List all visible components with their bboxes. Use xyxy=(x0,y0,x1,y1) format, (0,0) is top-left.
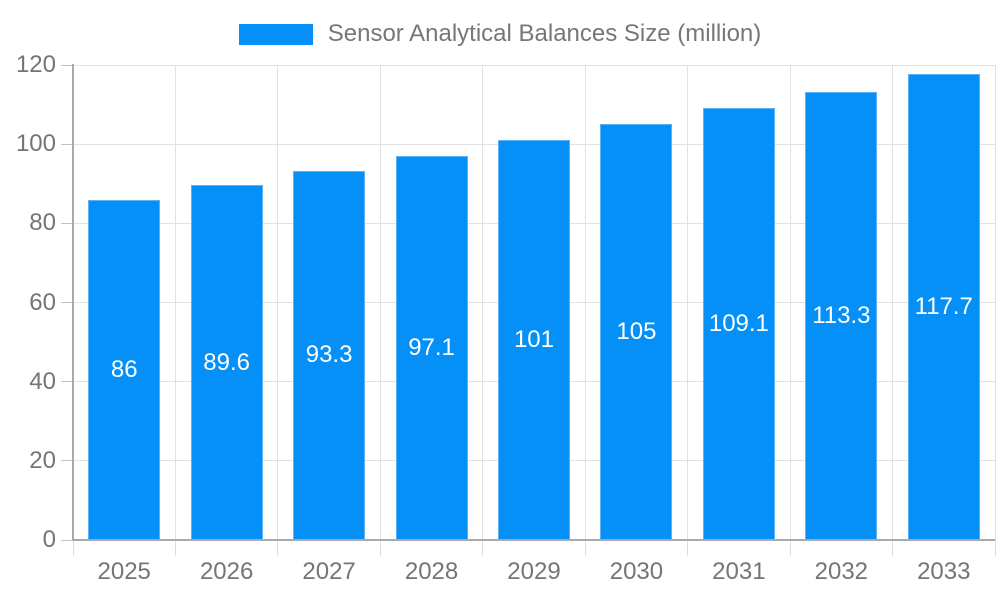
bar[interactable] xyxy=(907,74,980,540)
y-axis-tick xyxy=(61,381,73,383)
y-axis-line xyxy=(72,64,74,540)
x-axis-tick xyxy=(379,540,381,556)
legend-swatch xyxy=(238,23,313,45)
v-gridline xyxy=(379,65,381,540)
v-gridline xyxy=(584,65,586,540)
bar[interactable] xyxy=(805,91,878,540)
bar[interactable] xyxy=(395,155,468,540)
y-axis-label: 100 xyxy=(15,130,56,158)
y-axis-label: 60 xyxy=(29,288,56,316)
v-gridline xyxy=(892,65,894,540)
v-gridline xyxy=(482,65,484,540)
x-axis-label: 2025 xyxy=(97,558,151,585)
x-axis-tick xyxy=(482,540,484,556)
bar-value-label: 109.1 xyxy=(708,310,769,338)
v-gridline xyxy=(277,65,279,540)
bar-value-label: 97.1 xyxy=(408,333,455,361)
x-axis-tick xyxy=(789,540,791,556)
v-gridline xyxy=(174,65,176,540)
bar[interactable] xyxy=(498,140,570,540)
y-axis-label: 80 xyxy=(29,209,56,237)
v-gridline xyxy=(789,65,791,540)
legend-label: Sensor Analytical Balances Size (million… xyxy=(327,20,762,47)
v-gridline xyxy=(994,65,996,540)
x-axis-tick xyxy=(687,540,689,556)
x-axis-label: 2031 xyxy=(712,558,766,585)
bar-value-label: 113.3 xyxy=(812,301,871,329)
x-axis-label: 2028 xyxy=(404,558,459,585)
bar[interactable] xyxy=(600,124,673,540)
y-axis-label: 0 xyxy=(42,526,56,553)
x-axis-tick xyxy=(72,540,74,556)
y-axis-tick xyxy=(61,302,73,303)
bar[interactable] xyxy=(88,199,161,540)
x-axis-label: 2033 xyxy=(917,558,971,585)
x-axis-tick xyxy=(174,540,176,556)
y-axis-label: 120 xyxy=(15,51,56,78)
bar-value-label: 117.7 xyxy=(914,293,973,321)
x-axis-tick xyxy=(584,540,586,556)
x-axis-label: 2026 xyxy=(199,558,254,585)
x-axis-line xyxy=(72,539,995,541)
bar-value-label: 105 xyxy=(616,318,657,346)
legend[interactable]: Sensor Analytical Balances Size (million… xyxy=(0,20,1000,48)
bar-value-label: 89.6 xyxy=(203,348,251,376)
bar[interactable] xyxy=(293,170,366,540)
bar-value-label: 86 xyxy=(110,355,138,383)
x-axis-label: 2032 xyxy=(814,558,869,585)
bar[interactable] xyxy=(190,185,263,540)
y-axis-tick xyxy=(61,460,73,462)
y-axis-label: 20 xyxy=(29,446,56,474)
y-axis-tick xyxy=(61,64,73,66)
x-axis-label: 2029 xyxy=(507,558,561,585)
x-axis-label: 2027 xyxy=(302,558,356,585)
bar-value-label: 93.3 xyxy=(305,341,353,369)
y-axis-tick xyxy=(61,539,73,541)
h-gridline xyxy=(73,64,995,66)
y-axis-label: 40 xyxy=(29,367,56,395)
bar-value-label: 101 xyxy=(513,326,554,354)
x-axis-tick xyxy=(892,540,894,556)
x-axis-tick xyxy=(994,540,996,556)
x-axis-tick xyxy=(277,540,279,556)
x-axis-label: 2030 xyxy=(609,558,664,585)
bar[interactable] xyxy=(702,108,775,540)
y-axis-tick xyxy=(61,222,73,224)
y-axis-tick xyxy=(61,143,73,145)
v-gridline xyxy=(687,65,689,540)
